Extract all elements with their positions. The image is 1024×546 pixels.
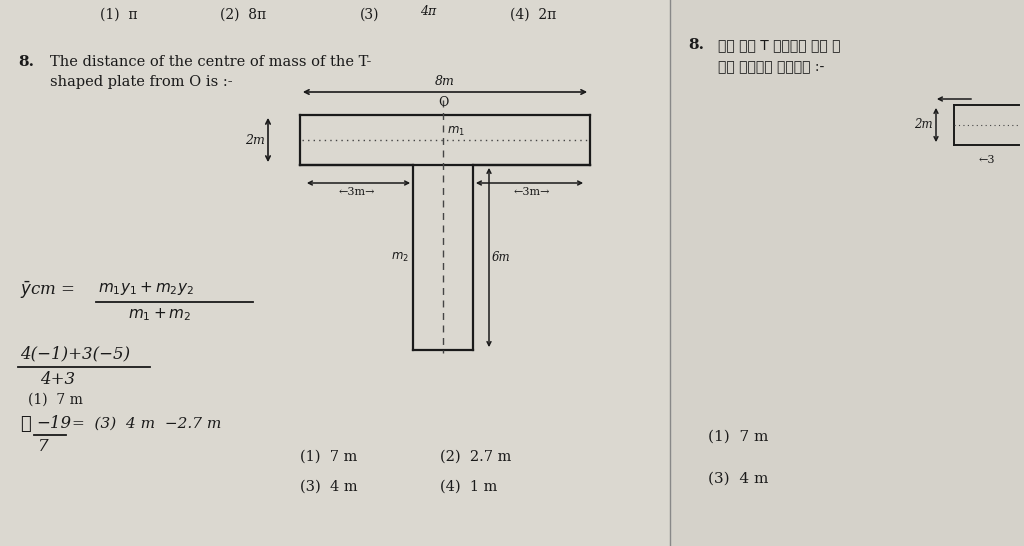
Text: $\bar{y}$cm =: $\bar{y}$cm = <box>20 280 75 301</box>
Text: The distance of the centre of mass of the T-: The distance of the centre of mass of th… <box>50 55 372 69</box>
Text: 4π: 4π <box>420 5 436 18</box>
Text: (3): (3) <box>360 8 380 22</box>
Text: से दूरी होगी :-: से दूरी होगी :- <box>718 60 824 74</box>
Text: ←3m→: ←3m→ <box>338 187 375 197</box>
Text: (1)  π: (1) π <box>100 8 137 22</box>
Bar <box>0 0 670 546</box>
Text: (4)  1 m: (4) 1 m <box>440 480 498 494</box>
Text: 2m: 2m <box>914 118 933 132</box>
Text: 8m: 8m <box>435 75 455 88</box>
Text: $m_1 + m_2$: $m_1 + m_2$ <box>128 306 191 323</box>
Text: O: O <box>438 96 449 109</box>
Text: $m_1$: $m_1$ <box>447 125 465 138</box>
Text: (1)  7 m: (1) 7 m <box>28 393 83 407</box>
Text: 8.: 8. <box>688 38 705 52</box>
Bar <box>670 0 1024 546</box>
Text: shaped plate from O is :-: shaped plate from O is :- <box>50 75 232 89</box>
Text: दी गई T आकार की च: दी गई T आकार की च <box>718 38 841 52</box>
Text: 8.: 8. <box>18 55 34 69</box>
Text: (4)  2π: (4) 2π <box>510 8 556 22</box>
Text: 6m: 6m <box>492 251 511 264</box>
Text: =  (3)  4 m  −2.7 m: = (3) 4 m −2.7 m <box>72 417 221 431</box>
Text: (3)  4 m: (3) 4 m <box>300 480 357 494</box>
Text: $m_1 y_1 + m_2 y_2$: $m_1 y_1 + m_2 y_2$ <box>98 280 194 297</box>
Text: (1)  7 m: (1) 7 m <box>300 450 357 464</box>
Text: 4(−1)+3(−5): 4(−1)+3(−5) <box>20 345 130 362</box>
Text: ∴: ∴ <box>20 415 31 433</box>
Text: 4+3: 4+3 <box>40 371 75 388</box>
Text: (2)  8π: (2) 8π <box>220 8 266 22</box>
Text: 7: 7 <box>38 438 48 455</box>
Text: $m_2$: $m_2$ <box>391 251 409 264</box>
Text: ←3: ←3 <box>978 155 994 165</box>
Text: (1)  7 m: (1) 7 m <box>708 430 768 444</box>
Text: ←3m→: ←3m→ <box>513 187 550 197</box>
Text: −19: −19 <box>36 415 71 432</box>
Text: (2)  2.7 m: (2) 2.7 m <box>440 450 511 464</box>
Text: 2m: 2m <box>245 134 265 146</box>
Text: (3)  4 m: (3) 4 m <box>708 472 768 486</box>
